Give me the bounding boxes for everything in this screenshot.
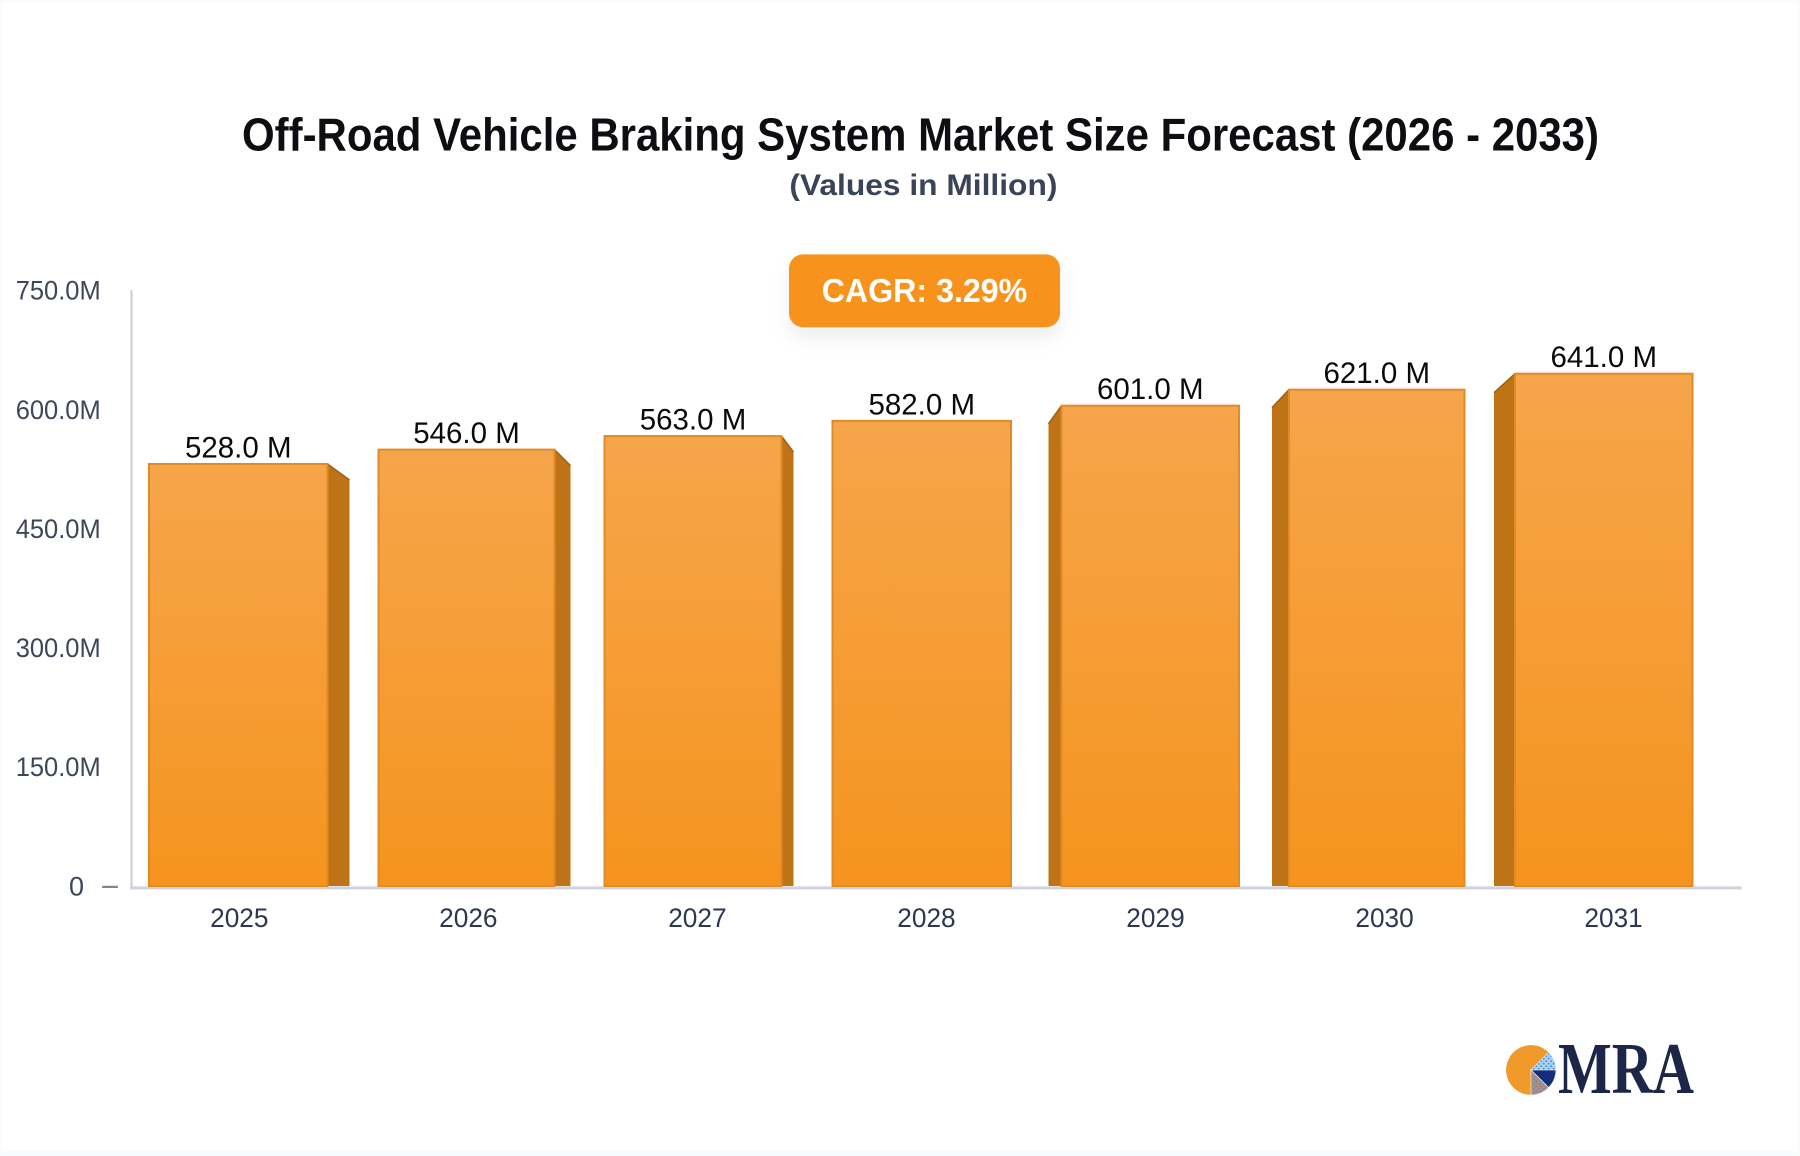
svg-text:300.0M: 300.0M [16,633,101,663]
svg-text:0: 0 [69,871,84,901]
svg-text:546.0 M: 546.0 M [413,417,520,450]
svg-text:150.0M: 150.0M [16,752,101,782]
svg-text:(Values in Million): (Values in Million) [789,169,1057,202]
svg-text:MRA: MRA [1558,1029,1694,1109]
svg-text:601.0 M: 601.0 M [1097,373,1204,406]
svg-text:621.0 M: 621.0 M [1324,357,1431,390]
svg-text:Off-Road Vehicle Braking Syste: Off-Road Vehicle Braking System Market S… [242,108,1599,160]
svg-text:2030: 2030 [1355,903,1413,933]
svg-text:2029: 2029 [1126,903,1184,933]
svg-text:2027: 2027 [668,903,726,933]
svg-text:2028: 2028 [897,903,955,933]
svg-text:450.0M: 450.0M [16,514,101,544]
svg-text:600.0M: 600.0M [16,395,101,425]
svg-text:CAGR: 3.29%: CAGR: 3.29% [822,272,1028,309]
svg-text:528.0 M: 528.0 M [185,432,292,465]
svg-text:2026: 2026 [439,903,497,933]
svg-text:750.0M: 750.0M [16,276,101,306]
svg-text:2025: 2025 [210,903,268,933]
svg-text:582.0 M: 582.0 M [869,388,976,421]
svg-text:2031: 2031 [1584,903,1642,933]
svg-text:563.0 M: 563.0 M [640,404,747,437]
svg-text:641.0 M: 641.0 M [1551,341,1658,374]
